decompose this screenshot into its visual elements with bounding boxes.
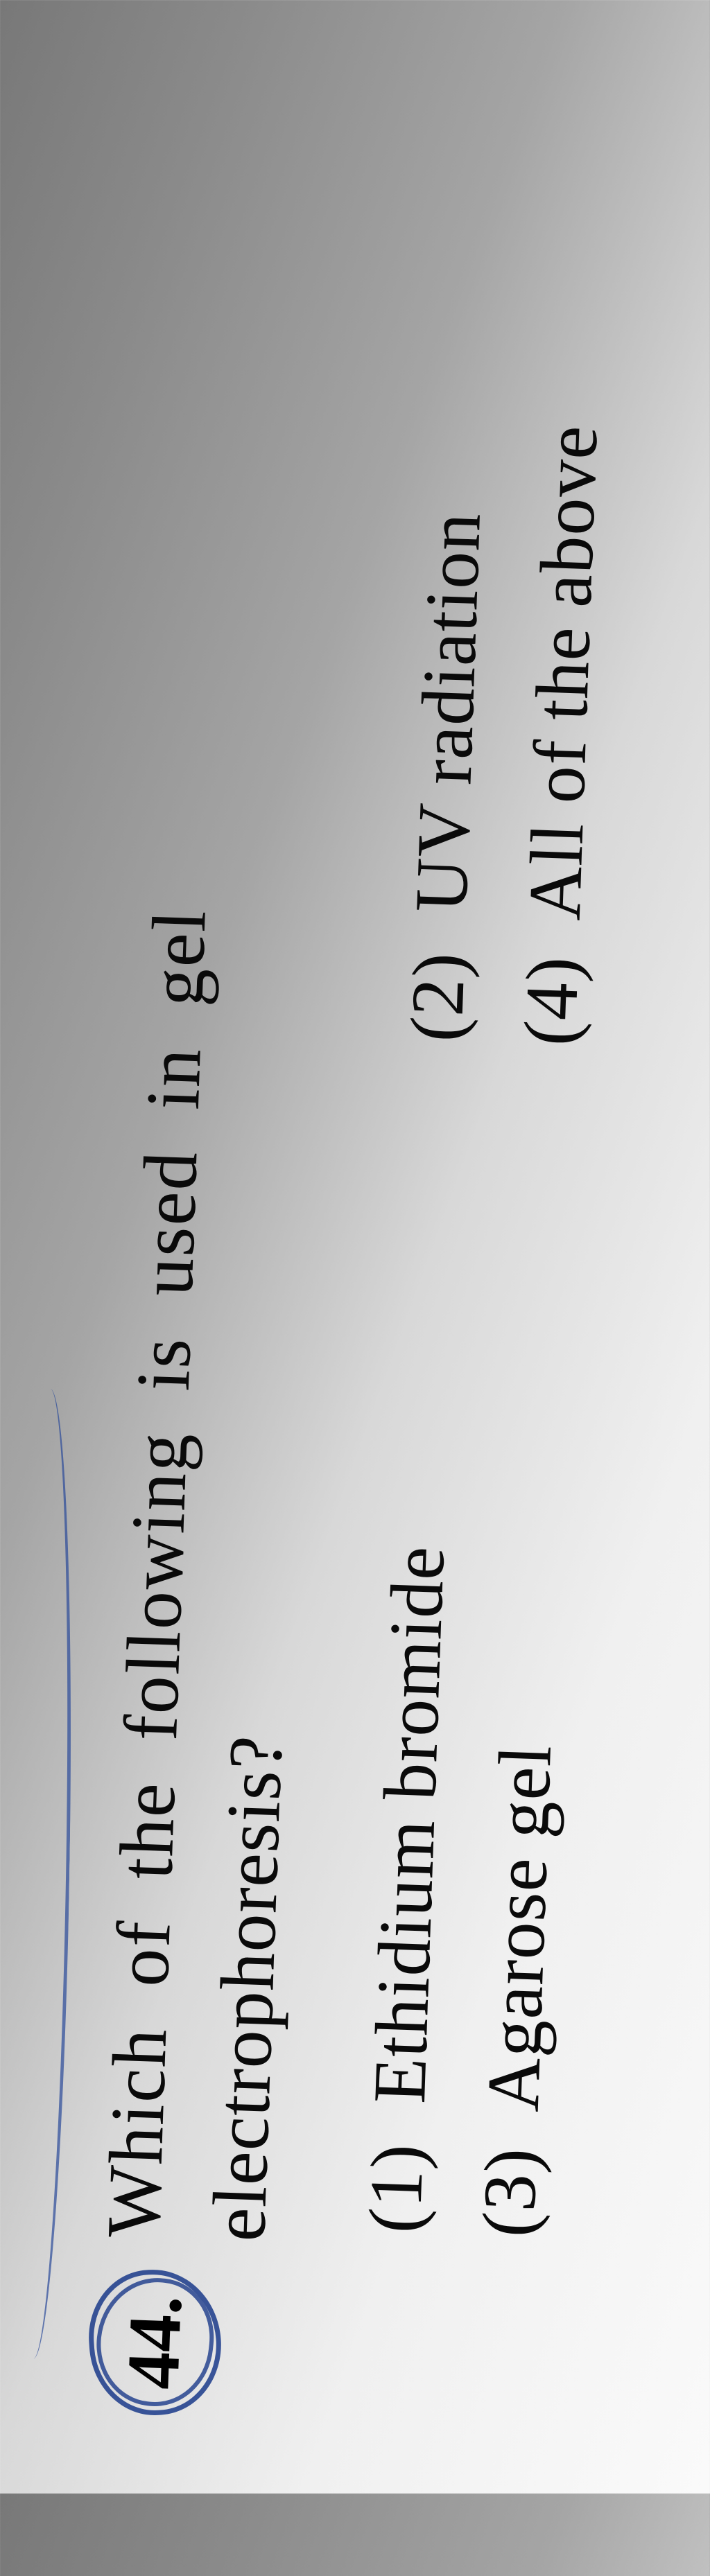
option-1-text: Ethidium bromide [358, 1545, 460, 2105]
question-number-container: 44. [83, 2263, 227, 2421]
options-grid: (1) Ethidium bromide (2) UV radiation (3… [352, 0, 632, 2238]
option-3: (3) Agarose gel [466, 1127, 591, 2238]
option-3-text: Agarose gel [471, 1743, 566, 2113]
option-1-label: (1) [352, 2142, 441, 2234]
question-row: 44. Which of the following is used in ge… [83, 0, 363, 2423]
option-2: (2) UV radiation [394, 71, 514, 1043]
option-2-text: UV radiation [399, 511, 496, 913]
option-4-label: (4) [508, 955, 596, 1047]
rotated-page: 44. Which of the following is used in ge… [0, 0, 710, 2576]
question-text-block: Which of the following is used in gel el… [89, 907, 329, 2243]
question-number: 44. [110, 2294, 200, 2390]
option-2-label: (2) [394, 951, 483, 1043]
option-1: (1) Ethidium bromide [352, 1123, 477, 2234]
option-4-text: All of the above [513, 423, 613, 922]
pen-underline-annotation [6, 1388, 78, 2359]
option-4: (4) All of the above [508, 74, 627, 1046]
option-3-label: (3) [466, 2146, 555, 2238]
